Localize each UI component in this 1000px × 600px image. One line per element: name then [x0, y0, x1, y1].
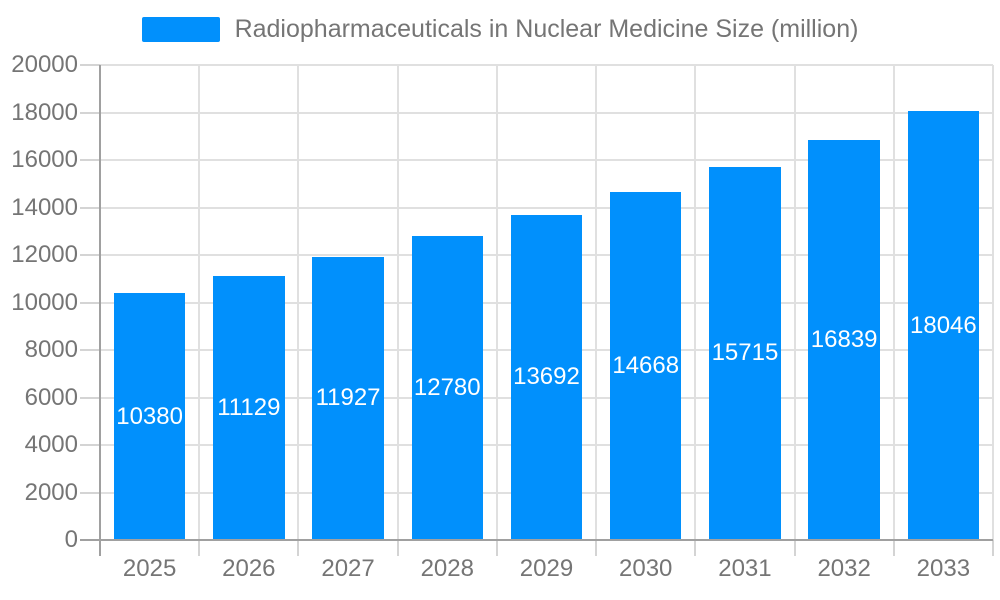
x-axis-tick	[793, 540, 796, 556]
x-axis-tick	[495, 540, 498, 556]
bar-value-label: 11129	[217, 393, 281, 421]
y-axis-tick-label: 20000	[11, 51, 78, 78]
bar-value-label: 10380	[116, 402, 183, 430]
y-axis-tick-label: 6000	[24, 383, 78, 411]
gridline-vertical	[694, 65, 697, 540]
bar[interactable]: 13692	[510, 214, 583, 540]
gridline-vertical	[892, 65, 895, 540]
y-axis-tick	[80, 491, 100, 494]
x-axis-tick-label: 2028	[420, 555, 474, 582]
x-axis-tick-label: 2029	[519, 555, 574, 582]
bar[interactable]: 11927	[312, 256, 384, 540]
y-axis-tick-label: 8000	[24, 336, 78, 363]
bar[interactable]: 12780	[411, 236, 483, 540]
bar-value-label: 14668	[612, 351, 680, 379]
bar[interactable]: 18046	[907, 111, 980, 540]
y-axis-tick	[80, 159, 100, 161]
y-axis-tick-label: 18000	[11, 98, 78, 126]
x-axis-tick	[198, 540, 201, 556]
x-axis-tick-label: 2027	[321, 555, 375, 582]
y-axis-tick	[80, 349, 100, 351]
bar-value-label: 18046	[910, 311, 977, 339]
y-axis-tick-label: 2000	[24, 478, 78, 506]
gridline-vertical	[495, 65, 498, 540]
x-axis-tick	[396, 540, 399, 556]
bar[interactable]: 16839	[808, 140, 880, 540]
gridline-vertical	[595, 65, 598, 540]
gridline-horizontal	[100, 64, 993, 66]
legend-swatch	[141, 16, 220, 42]
gridline-vertical	[793, 65, 796, 540]
gridline-vertical	[297, 65, 300, 540]
y-axis-line	[99, 65, 101, 556]
gridline-vertical	[992, 65, 994, 540]
x-axis-tick-label: 2032	[817, 555, 871, 582]
x-axis-line	[80, 539, 993, 541]
bar-value-label: 15715	[711, 339, 779, 367]
y-axis-tick	[80, 301, 100, 304]
y-axis-tick-label: 12000	[11, 241, 78, 268]
chart-legend-item[interactable]: Radiopharmaceuticals in Nuclear Medicine…	[0, 13, 1000, 45]
gridline-horizontal	[100, 159, 993, 161]
x-axis-tick	[694, 540, 697, 556]
gridline-horizontal	[100, 111, 993, 114]
chart-title: Radiopharmaceuticals in Nuclear Medicine…	[234, 15, 859, 43]
gridline-horizontal	[100, 206, 993, 209]
y-axis-tick	[80, 64, 100, 66]
gridline-vertical	[198, 65, 201, 540]
bar-value-label: 16839	[810, 326, 878, 354]
bar-value-label: 13692	[513, 363, 580, 391]
y-axis-tick	[80, 111, 100, 114]
bar[interactable]: 11129	[213, 275, 285, 540]
y-axis-tick-label: 10000	[11, 288, 78, 316]
bar-value-label: 11927	[315, 384, 381, 412]
y-axis-tick-label: 14000	[11, 193, 78, 221]
x-axis-tick-label: 2033	[916, 555, 971, 582]
bar[interactable]: 15715	[709, 166, 781, 540]
bar-value-label: 12780	[413, 374, 481, 402]
gridline-vertical	[396, 65, 399, 540]
x-axis-tick	[892, 540, 895, 556]
x-axis-tick	[992, 540, 994, 556]
x-axis-tick-label: 2031	[718, 555, 772, 582]
y-axis-tick	[80, 396, 100, 399]
y-axis-tick	[80, 206, 100, 209]
x-axis-tick	[595, 540, 598, 556]
y-axis-tick	[80, 254, 100, 256]
y-axis-tick	[80, 444, 100, 446]
y-axis-tick-label: 0	[64, 526, 78, 553]
x-axis-tick-label: 2030	[619, 555, 673, 582]
y-axis-tick-label: 4000	[24, 431, 78, 458]
y-axis-tick-label: 16000	[11, 146, 78, 173]
bar[interactable]: 10380	[113, 293, 186, 540]
x-axis-tick-label: 2025	[122, 555, 177, 582]
x-axis-tick	[297, 540, 300, 556]
x-axis-tick-label: 2026	[222, 555, 276, 582]
bar[interactable]: 14668	[610, 191, 682, 540]
